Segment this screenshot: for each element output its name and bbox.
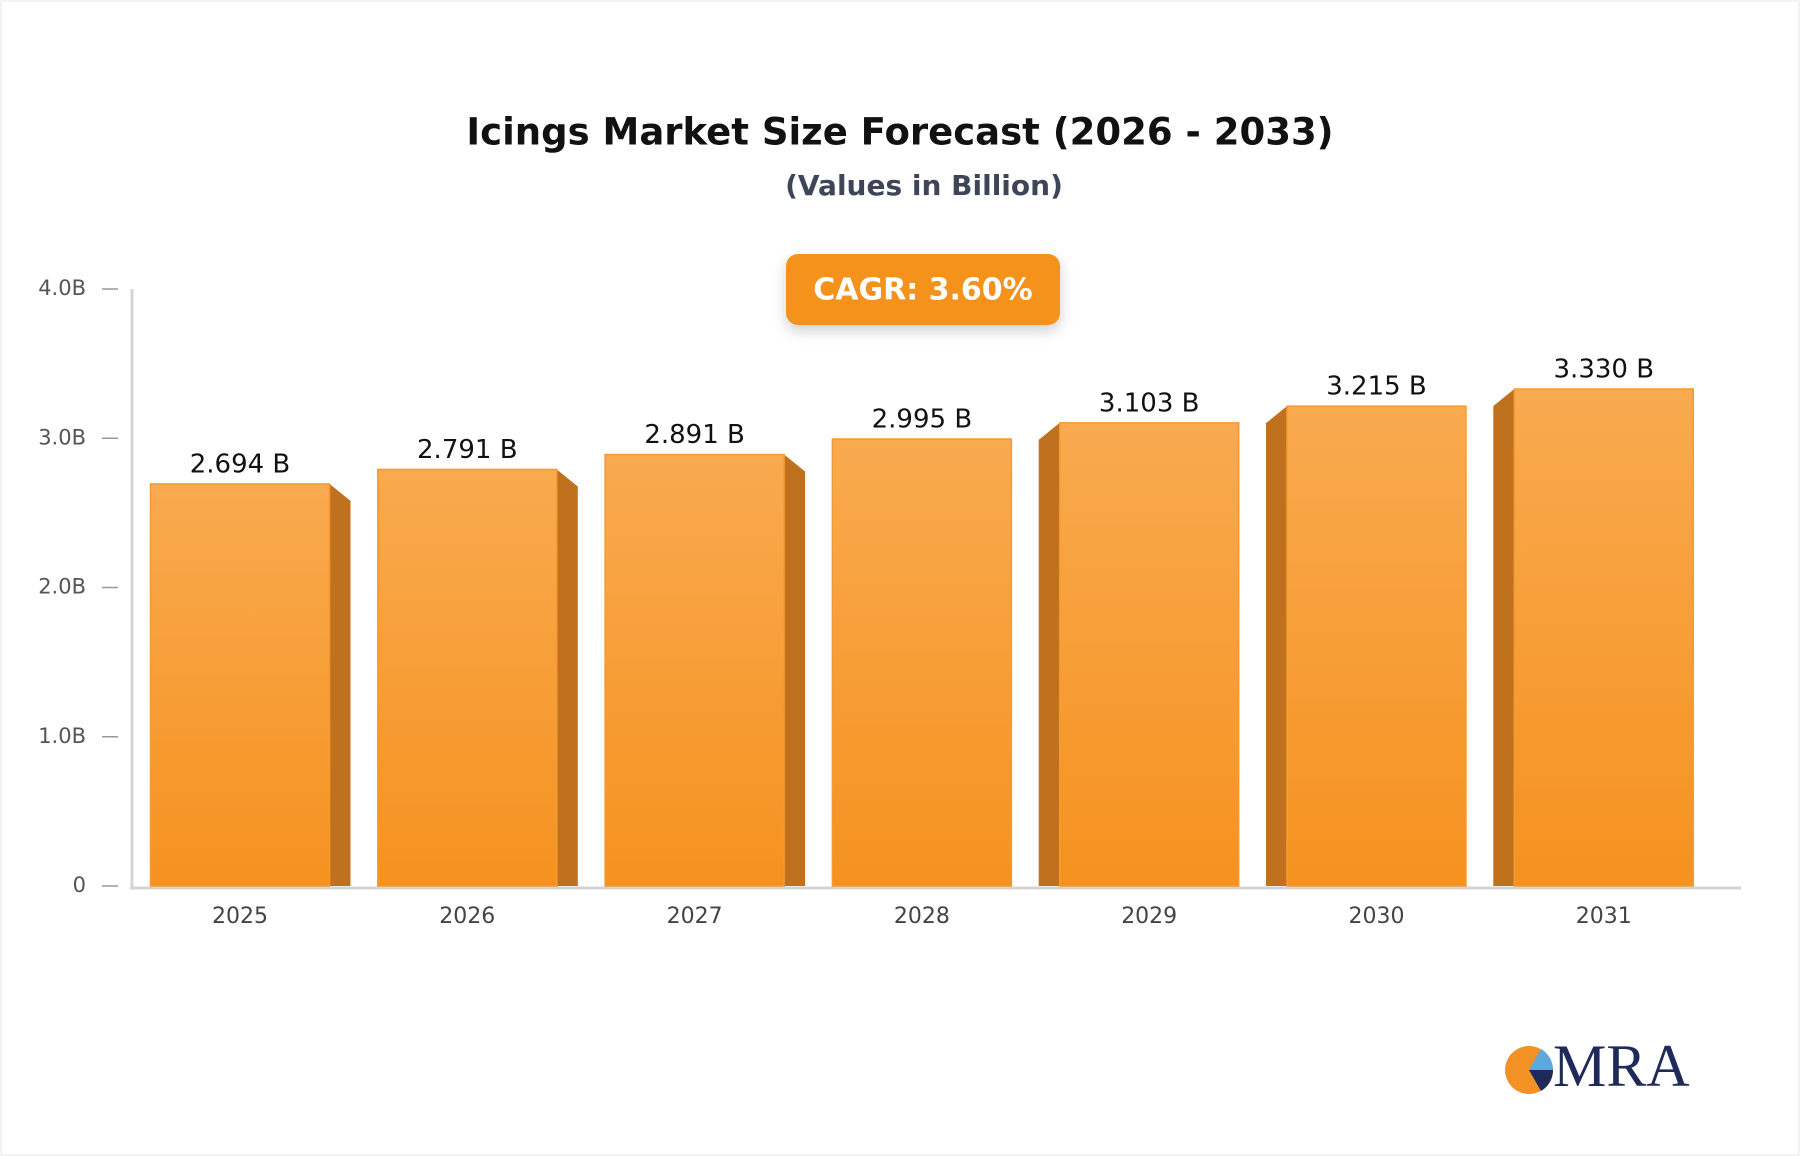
x-tick-label: 2028	[894, 904, 950, 929]
x-tick-label: 2030	[1349, 904, 1405, 929]
bar-side	[1266, 406, 1287, 886]
value-label: 2.694 B	[190, 449, 291, 479]
bar	[831, 438, 1013, 887]
logo-icon-slice	[1529, 1070, 1554, 1091]
value-label: 3.103 B	[1099, 388, 1200, 418]
bar-side	[1493, 388, 1515, 886]
bar	[1513, 388, 1695, 887]
logo-text: MRA	[1553, 1033, 1690, 1099]
value-label: 3.215 B	[1326, 372, 1427, 402]
value-label: 2.891 B	[644, 420, 745, 450]
value-label: 3.330 B	[1554, 354, 1655, 384]
chart-title: Icings Market Size Forecast (2026 - 2033…	[466, 111, 1333, 154]
bar	[604, 453, 785, 887]
x-tick-label: 2031	[1576, 904, 1632, 929]
x-tick-label: 2027	[667, 904, 723, 929]
bar-side	[784, 454, 806, 886]
bar-side	[1038, 422, 1060, 886]
logo-icon-slice	[1529, 1049, 1554, 1070]
bar	[377, 468, 558, 887]
chart-subtitle: (Values in Billion)	[785, 169, 1063, 202]
bar	[149, 483, 331, 887]
x-tick-label: 2025	[212, 904, 268, 929]
y-tick-label: 4.0B	[38, 276, 86, 300]
y-tick-label: 1.0B	[38, 724, 86, 748]
y-tick-label: 2.0B	[38, 575, 86, 599]
bar-side	[329, 483, 351, 886]
y-tick-label: 0	[73, 873, 86, 897]
x-tick-label: 2029	[1121, 904, 1177, 929]
bar	[1058, 422, 1240, 887]
value-label: 2.995 B	[872, 404, 973, 434]
logo: MRA	[1505, 1033, 1690, 1099]
x-tick-label: 2026	[439, 904, 495, 929]
bar	[1286, 405, 1467, 887]
cagr-badge	[786, 254, 1060, 325]
value-label: 2.791 B	[417, 435, 518, 465]
bar-side	[556, 469, 578, 886]
y-tick-label: 3.0B	[38, 425, 86, 449]
cagr-label: CAGR: 3.60%	[813, 273, 1032, 308]
